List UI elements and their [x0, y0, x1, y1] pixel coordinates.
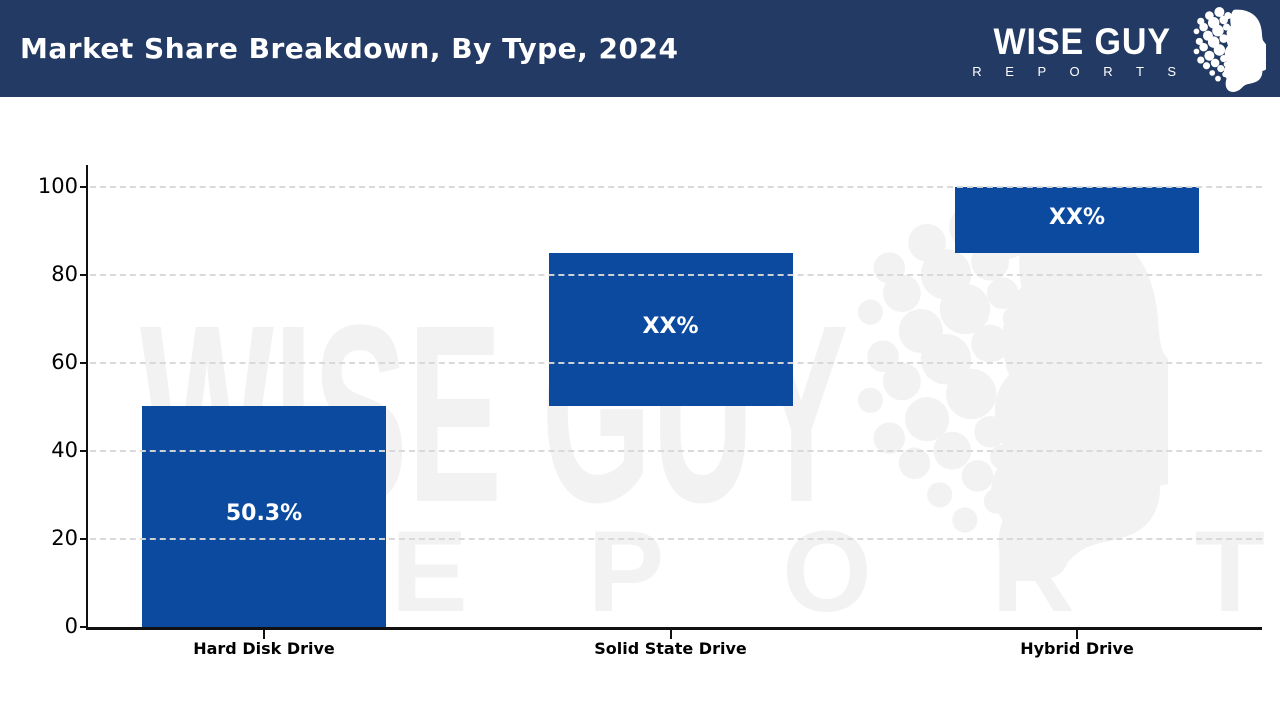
y-tick-label: 80: [51, 262, 78, 286]
gridline: [90, 186, 1262, 188]
y-tick-mark: [80, 538, 88, 540]
bar-value-label: XX%: [1049, 205, 1105, 230]
header-band: Market Share Breakdown, By Type, 2024 WI…: [0, 0, 1280, 97]
y-tick-mark: [80, 626, 88, 628]
x-tick-mark: [263, 630, 265, 639]
y-tick-label: 20: [51, 526, 78, 550]
bar-hard-disk-drive: 50.3%: [142, 405, 386, 627]
y-tick-label: 0: [64, 614, 78, 638]
gridline: [90, 450, 1262, 452]
y-tick-mark: [80, 450, 88, 452]
x-tick-mark: [1076, 630, 1078, 639]
x-category-label: Hybrid Drive: [1020, 639, 1134, 658]
watermark-head-icon: [857, 205, 1168, 579]
logo-subtitle: R E P O R T S: [972, 64, 1186, 79]
gridline: [90, 538, 1262, 540]
page-title: Market Share Breakdown, By Type, 2024: [20, 32, 679, 65]
bar-solid-state-drive: XX%: [548, 253, 793, 406]
y-tick-mark: [80, 362, 88, 364]
x-tick-mark: [669, 630, 672, 639]
logo-head-icon: [1193, 7, 1266, 92]
x-category-label: Hard Disk Drive: [193, 639, 335, 658]
wise-guy-logo: WISE GUY R E P O R T S: [962, 7, 1266, 93]
x-category-label: Solid State Drive: [594, 639, 747, 658]
y-tick-mark: [80, 186, 88, 188]
y-tick-mark: [80, 274, 88, 276]
bar-value-label: XX%: [642, 314, 699, 340]
y-axis-line: [86, 165, 88, 629]
y-tick-label: 40: [51, 438, 78, 462]
logo-wordmark: WISE GUY: [993, 21, 1171, 62]
bar-hybrid-drive: XX%: [955, 187, 1199, 253]
bar-value-label: 50.3%: [225, 501, 303, 527]
gridline: [90, 362, 1262, 364]
y-tick-label: 60: [51, 350, 78, 374]
y-tick-label: 100: [37, 174, 78, 198]
x-axis-line: [86, 627, 1262, 630]
gridline: [90, 274, 1262, 276]
